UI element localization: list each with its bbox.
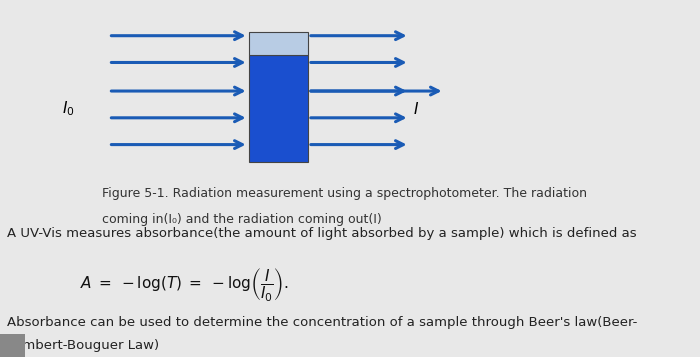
Text: Figure 5-1. Radiation measurement using a spectrophotometer. The radiation: Figure 5-1. Radiation measurement using … (102, 187, 587, 200)
Bar (248, 32, 308, 55)
Text: Absorbance can be used to determine the concentration of a sample through Beer's: Absorbance can be used to determine the … (7, 316, 638, 329)
Text: $A\;=\;-\log(T)\;=\;-\log\!\left(\dfrac{I}{I_0}\right).$: $A\;=\;-\log(T)\;=\;-\log\!\left(\dfrac{… (80, 266, 289, 303)
Text: coming in(I₀) and the radiation coming out(I): coming in(I₀) and the radiation coming o… (102, 213, 382, 226)
Bar (0, 334, 25, 357)
Text: A UV-Vis measures absorbance(the amount of light absorbed by a sample) which is : A UV-Vis measures absorbance(the amount … (7, 227, 636, 240)
Text: $I_0$: $I_0$ (62, 100, 75, 118)
Text: $I$: $I$ (414, 101, 419, 117)
Text: Lambert-Bouguer Law): Lambert-Bouguer Law) (7, 339, 159, 352)
Bar (248, 55, 308, 162)
